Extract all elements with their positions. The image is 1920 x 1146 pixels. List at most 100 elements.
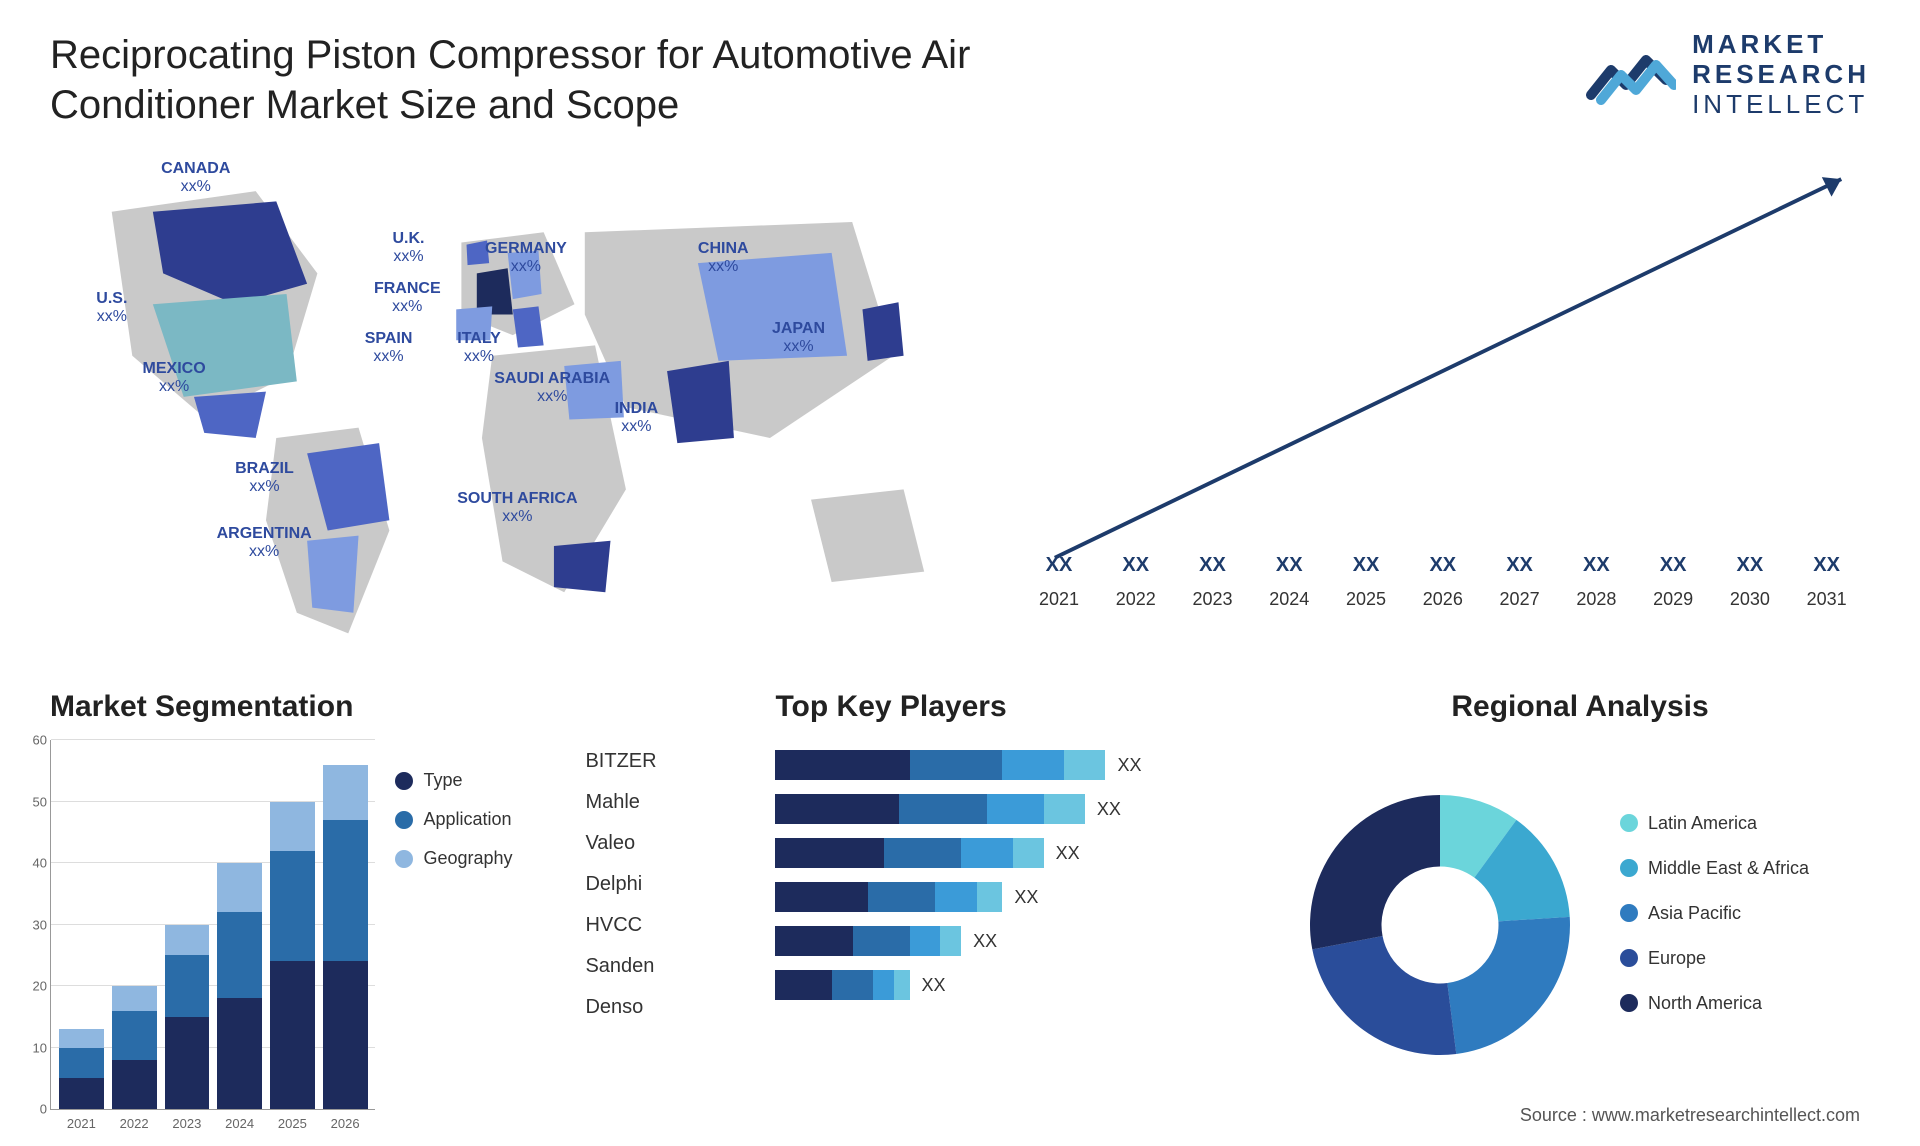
player-bar: XX xyxy=(775,794,1250,824)
seg-bar: 2025 xyxy=(270,740,315,1109)
player-bar: XX xyxy=(775,882,1250,912)
map-label: BRAZILxx% xyxy=(235,460,294,495)
bar-year-label: 2026 xyxy=(1423,589,1463,610)
donut-slice xyxy=(1312,936,1456,1055)
bar-value-label: XX xyxy=(1199,554,1226,577)
bar-value-label: XX xyxy=(1046,554,1073,577)
seg-year-label: 2022 xyxy=(112,1116,157,1131)
legend-item: Middle East & Africa xyxy=(1620,858,1870,879)
bar-value-label: XX xyxy=(1122,554,1149,577)
players-title: Top Key Players xyxy=(775,690,1250,724)
company-name: HVCC xyxy=(585,914,735,937)
donut-slice xyxy=(1310,795,1440,949)
map-label: MEXICOxx% xyxy=(143,360,206,395)
seg-year-label: 2025 xyxy=(270,1116,315,1131)
company-name: Mahle xyxy=(585,791,735,814)
legend-item: Asia Pacific xyxy=(1620,903,1870,924)
map-label: SOUTH AFRICAxx% xyxy=(457,490,577,525)
bar-year-label: 2022 xyxy=(1116,589,1156,610)
seg-year-label: 2023 xyxy=(165,1116,210,1131)
legend-item: Geography xyxy=(395,848,565,869)
players-chart: XX XX XX XX XX XX xyxy=(775,740,1250,1000)
bar-year-label: 2024 xyxy=(1269,589,1309,610)
bar-year-label: 2030 xyxy=(1730,589,1770,610)
player-value: XX xyxy=(1056,843,1080,864)
map-label: SAUDI ARABIAxx% xyxy=(494,370,610,405)
bar-year-label: 2021 xyxy=(1039,589,1079,610)
seg-bar: 2026 xyxy=(323,740,368,1109)
seg-bar: 2021 xyxy=(59,740,104,1109)
bar-year-label: 2027 xyxy=(1500,589,1540,610)
seg-year-label: 2021 xyxy=(59,1116,104,1131)
segmentation-chart: 0102030405060 202120222023202420252026 xyxy=(50,740,375,1110)
world-map: CANADAxx%U.S.xx%MEXICOxx%BRAZILxx%ARGENT… xyxy=(50,150,976,650)
player-value: XX xyxy=(922,975,946,996)
page-title: Reciprocating Piston Compressor for Auto… xyxy=(50,30,1150,130)
regional-donut xyxy=(1290,775,1590,1075)
map-label: JAPANxx% xyxy=(772,320,825,355)
player-value: XX xyxy=(1097,799,1121,820)
legend-item: North America xyxy=(1620,993,1870,1014)
bar-year-label: 2028 xyxy=(1576,589,1616,610)
seg-bar: 2024 xyxy=(217,740,262,1109)
player-value: XX xyxy=(1014,887,1038,908)
donut-slice xyxy=(1447,917,1570,1054)
legend-item: Latin America xyxy=(1620,813,1870,834)
player-value: XX xyxy=(1117,755,1141,776)
main-bar: XX 2031 xyxy=(1793,554,1860,610)
map-label: SPAINxx% xyxy=(365,330,413,365)
bar-year-label: 2025 xyxy=(1346,589,1386,610)
main-bar: XX2025 xyxy=(1333,554,1400,610)
main-bar: XX 2023 xyxy=(1179,554,1246,610)
player-bar: XX xyxy=(775,970,1250,1000)
bottom-row: Market Segmentation 0102030405060 202120… xyxy=(50,690,1870,1110)
main-bar: XX 2029 xyxy=(1640,554,1707,610)
main-bar: XX2030 xyxy=(1716,554,1783,610)
main-bar: XX 2026 xyxy=(1409,554,1476,610)
main-bar-chart: XX2021XX2022XX2023XX2024XX2025XX2026XX20… xyxy=(1016,150,1870,650)
segmentation-legend: Type Application Geography xyxy=(395,740,565,1110)
logo: MARKET RESEARCH INTELLECT xyxy=(1586,30,1870,120)
bar-year-label: 2029 xyxy=(1653,589,1693,610)
company-name: Delphi xyxy=(585,873,735,896)
company-name: Sanden xyxy=(585,955,735,978)
segmentation-list: BITZERMahleValeoDelphiHVCCSandenDenso xyxy=(585,740,735,1110)
source-text: Source : www.marketresearchintellect.com xyxy=(1520,1105,1860,1126)
legend-item: Type xyxy=(395,770,565,791)
main-bar: XX 2021 xyxy=(1026,554,1093,610)
main-bar: XX 2028 xyxy=(1563,554,1630,610)
main-bar: XX2024 xyxy=(1256,554,1323,610)
map-label: GERMANYxx% xyxy=(485,240,567,275)
player-bar: XX xyxy=(775,926,1250,956)
bar-value-label: XX xyxy=(1813,554,1840,577)
segmentation-panel: Market Segmentation 0102030405060 202120… xyxy=(50,690,735,1110)
logo-icon xyxy=(1586,40,1676,110)
bar-value-label: XX xyxy=(1583,554,1610,577)
seg-bar: 2022 xyxy=(112,740,157,1109)
map-label: ARGENTINAxx% xyxy=(217,525,312,560)
seg-year-label: 2024 xyxy=(217,1116,262,1131)
map-svg xyxy=(50,150,976,664)
bar-value-label: XX xyxy=(1506,554,1533,577)
legend-item: Application xyxy=(395,809,565,830)
header: Reciprocating Piston Compressor for Auto… xyxy=(50,30,1870,130)
seg-bar: 2023 xyxy=(165,740,210,1109)
top-row: CANADAxx%U.S.xx%MEXICOxx%BRAZILxx%ARGENT… xyxy=(50,150,1870,650)
seg-year-label: 2026 xyxy=(323,1116,368,1131)
bar-year-label: 2023 xyxy=(1192,589,1232,610)
bar-value-label: XX xyxy=(1429,554,1456,577)
regional-panel: Regional Analysis Latin America Middle Ea… xyxy=(1290,690,1870,1110)
player-bar: XX xyxy=(775,838,1250,868)
player-value: XX xyxy=(973,931,997,952)
map-label: INDIAxx% xyxy=(615,400,659,435)
player-bar: XX xyxy=(775,750,1250,780)
map-label: ITALYxx% xyxy=(457,330,501,365)
map-label: CHINAxx% xyxy=(698,240,749,275)
company-name: BITZER xyxy=(585,750,735,773)
map-label: U.K.xx% xyxy=(392,230,424,265)
main-bar: XX 2022 xyxy=(1102,554,1169,610)
bar-value-label: XX xyxy=(1660,554,1687,577)
main-bar: XX 2027 xyxy=(1486,554,1553,610)
bar-year-label: 2031 xyxy=(1807,589,1847,610)
regional-title: Regional Analysis xyxy=(1290,690,1870,724)
